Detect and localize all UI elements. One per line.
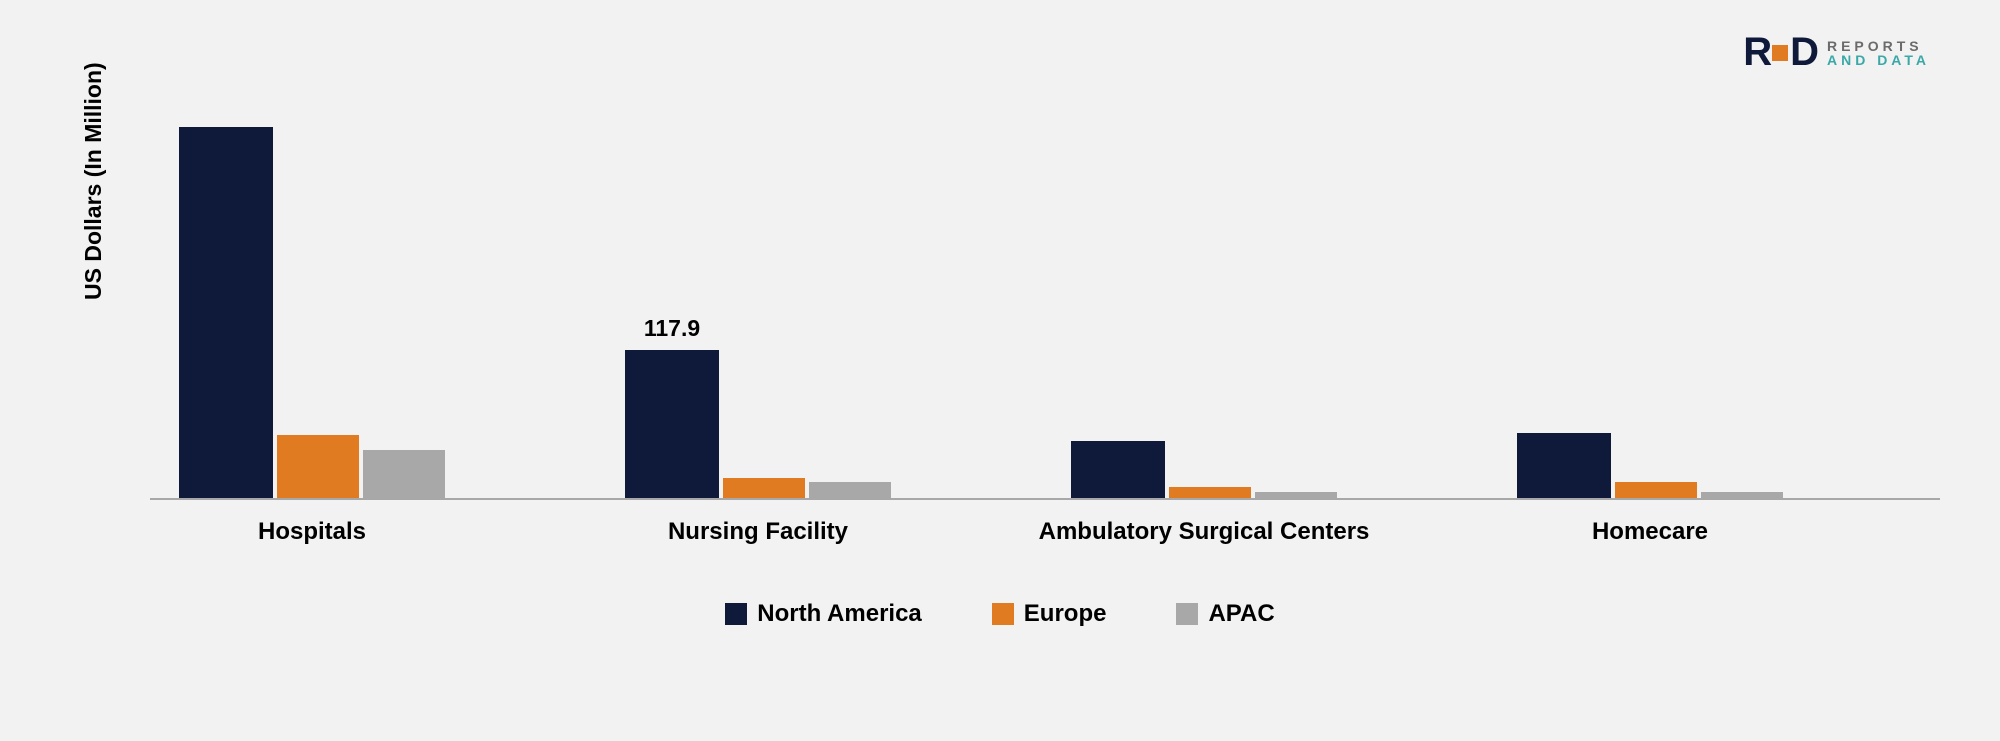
bar: [723, 478, 805, 498]
bar: [277, 435, 359, 498]
legend-label: North America: [757, 600, 921, 628]
legend-item: North America: [725, 600, 921, 628]
legend-label: APAC: [1208, 600, 1274, 628]
legend-item: Europe: [992, 600, 1107, 628]
bar: [625, 350, 719, 498]
bar: [179, 127, 273, 498]
legend: North America Europe APAC: [0, 600, 2000, 628]
legend-swatch-icon: [1176, 603, 1198, 625]
bar-group: [1071, 441, 1337, 498]
plot-area: 117.9: [150, 110, 1940, 500]
logo-letter-d: D: [1790, 30, 1817, 75]
bar: [1615, 482, 1697, 498]
logo-square-icon: [1772, 45, 1788, 61]
legend-label: Europe: [1024, 600, 1107, 628]
y-axis-label: US Dollars (In Million): [80, 62, 107, 300]
bar-group: [625, 350, 891, 498]
bar: [1255, 492, 1337, 498]
brand-logo: R D REPORTS AND DATA: [1743, 30, 1930, 75]
category-labels: Hospitals Nursing Facility Ambulatory Surg…: [150, 510, 1940, 550]
chart-canvas: R D REPORTS AND DATA US Dollars (In Mill…: [0, 0, 2000, 741]
bar: [1169, 487, 1251, 498]
logo-letter-r: R: [1743, 30, 1770, 75]
logo-mark: R D: [1743, 30, 1817, 75]
logo-line-1: REPORTS: [1827, 39, 1930, 53]
category-label: Homecare: [1592, 518, 1708, 546]
bar: [1701, 492, 1783, 498]
logo-line-2: AND DATA: [1827, 53, 1930, 67]
legend-item: APAC: [1176, 600, 1274, 628]
value-label: 117.9: [644, 315, 700, 342]
bar: [1071, 441, 1165, 498]
bar-group: [1517, 433, 1783, 498]
bar: [809, 482, 891, 498]
category-label: Ambulatory Surgical Centers: [1039, 518, 1370, 546]
bar-group: [179, 127, 445, 498]
legend-swatch-icon: [725, 603, 747, 625]
legend-swatch-icon: [992, 603, 1014, 625]
logo-text: REPORTS AND DATA: [1827, 39, 1930, 67]
bar: [363, 450, 445, 498]
category-label: Nursing Facility: [668, 518, 848, 546]
bar: [1517, 433, 1611, 498]
category-label: Hospitals: [258, 518, 366, 546]
